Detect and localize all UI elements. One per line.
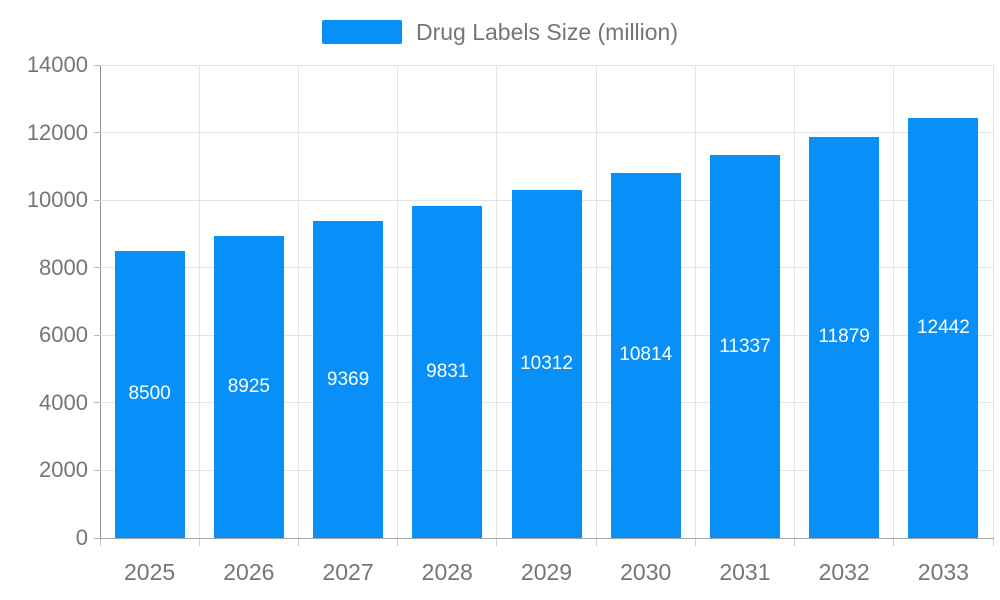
x-axis-tick bbox=[297, 539, 299, 546]
legend-item[interactable]: Drug Labels Size (million) bbox=[0, 18, 1000, 46]
v-gridline bbox=[694, 65, 696, 538]
y-axis-tick bbox=[94, 267, 100, 269]
y-axis-tick bbox=[94, 334, 100, 336]
bar-2033[interactable] bbox=[908, 117, 979, 538]
y-axis-tick bbox=[94, 64, 100, 66]
y-axis-tick-label: 14000 bbox=[26, 52, 88, 77]
bar-value-label: 8925 bbox=[227, 376, 270, 398]
y-axis-tick-label: 12000 bbox=[26, 119, 88, 145]
bar-value-label: 8500 bbox=[128, 383, 171, 405]
y-axis-tick-label: 8000 bbox=[39, 254, 88, 280]
x-axis-tick bbox=[694, 539, 696, 546]
y-axis-tick-label: 6000 bbox=[39, 322, 88, 348]
v-gridline bbox=[595, 65, 597, 538]
x-axis-tick-label: 2027 bbox=[322, 559, 374, 585]
x-axis-tick-label: 2025 bbox=[124, 559, 176, 585]
v-gridline bbox=[496, 65, 498, 538]
legend-label: Drug Labels Size (million) bbox=[415, 19, 679, 45]
x-axis-tick-label: 2028 bbox=[421, 559, 473, 585]
x-axis-tick-label: 2029 bbox=[520, 559, 573, 585]
y-axis-tick bbox=[94, 537, 100, 539]
h-gridline bbox=[100, 132, 993, 134]
legend-swatch bbox=[321, 20, 402, 44]
h-gridline bbox=[100, 64, 993, 66]
v-gridline bbox=[794, 65, 796, 538]
bar-2030[interactable] bbox=[610, 172, 681, 538]
bar-value-label: 11337 bbox=[719, 335, 771, 357]
y-axis-line bbox=[100, 65, 101, 544]
bar-2029[interactable] bbox=[511, 189, 582, 538]
v-gridline bbox=[198, 65, 200, 538]
bar-value-label: 10814 bbox=[619, 344, 673, 366]
plot-area: 8500 8925 9369 9831 10312 10814 11337 11879 1244… bbox=[100, 64, 994, 538]
x-axis-tick-label: 2031 bbox=[719, 559, 771, 585]
bar-2025[interactable] bbox=[114, 250, 185, 538]
y-axis-tick-label: 2000 bbox=[39, 457, 88, 483]
v-gridline bbox=[397, 65, 399, 538]
bar-2032[interactable] bbox=[809, 136, 880, 538]
y-axis-tick bbox=[94, 469, 100, 471]
x-axis-tick-label: 2026 bbox=[223, 559, 275, 585]
bar-2027[interactable] bbox=[313, 221, 384, 538]
y-axis-tick-label: 0 bbox=[75, 525, 88, 550]
y-axis-tick-label: 10000 bbox=[26, 187, 88, 213]
x-axis-tick bbox=[595, 539, 597, 546]
bar-value-label: 11879 bbox=[818, 326, 870, 348]
x-axis-tick-label: 2032 bbox=[818, 559, 870, 585]
x-axis-tick bbox=[794, 539, 796, 546]
bar-value-label: 12442 bbox=[916, 316, 970, 338]
x-axis-tick-label: 2033 bbox=[917, 559, 969, 585]
y-axis-tick-label: 4000 bbox=[39, 389, 88, 415]
x-axis-tick bbox=[99, 539, 101, 546]
v-gridline bbox=[893, 65, 895, 538]
x-axis-tick bbox=[496, 539, 498, 546]
v-gridline bbox=[992, 65, 994, 538]
y-axis-tick bbox=[94, 132, 100, 134]
bar-2026[interactable] bbox=[213, 236, 284, 538]
v-gridline bbox=[297, 65, 299, 538]
x-axis-tick bbox=[992, 539, 994, 546]
bar-value-label: 10312 bbox=[520, 352, 573, 374]
y-axis-tick bbox=[94, 199, 100, 201]
x-axis-tick bbox=[893, 539, 895, 546]
bar-value-label: 9831 bbox=[426, 360, 469, 382]
y-axis-tick bbox=[94, 402, 100, 404]
x-axis-line bbox=[100, 538, 994, 539]
bar-value-label: 9369 bbox=[326, 368, 370, 390]
bar-2031[interactable] bbox=[709, 154, 780, 538]
x-axis-tick-label: 2030 bbox=[620, 559, 672, 585]
bar-2028[interactable] bbox=[412, 205, 483, 538]
x-axis-tick bbox=[198, 539, 200, 546]
x-axis-tick bbox=[397, 539, 399, 546]
